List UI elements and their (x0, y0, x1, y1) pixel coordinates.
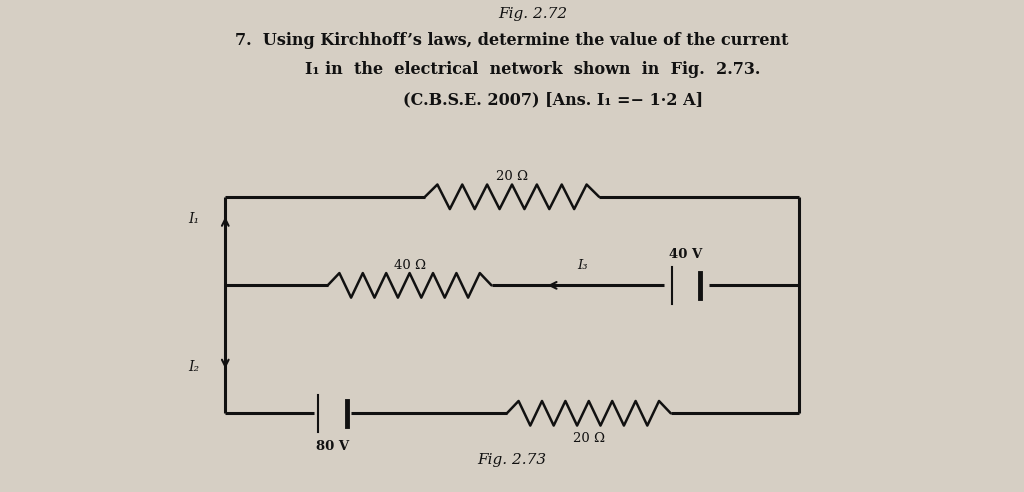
Text: 7.  Using Kirchhoff’s laws, determine the value of the current: 7. Using Kirchhoff’s laws, determine the… (236, 32, 788, 49)
Text: 20 Ω: 20 Ω (496, 170, 528, 183)
Text: I₂: I₂ (188, 360, 200, 373)
Text: Fig. 2.73: Fig. 2.73 (477, 453, 547, 466)
Text: I₁ in  the  electrical  network  shown  in  Fig.  2.73.: I₁ in the electrical network shown in Fi… (305, 62, 760, 79)
Text: 80 V: 80 V (316, 440, 349, 453)
Text: 20 Ω: 20 Ω (572, 432, 605, 445)
Text: (C.B.S.E. 2007) [Ans. I₁ =− 1·2 A]: (C.B.S.E. 2007) [Ans. I₁ =− 1·2 A] (402, 91, 703, 108)
Text: I₃: I₃ (578, 259, 588, 272)
Text: 40 V: 40 V (670, 248, 702, 261)
Text: 40 Ω: 40 Ω (393, 259, 426, 272)
Text: Fig. 2.72: Fig. 2.72 (498, 7, 567, 21)
Text: I₁: I₁ (188, 212, 200, 226)
